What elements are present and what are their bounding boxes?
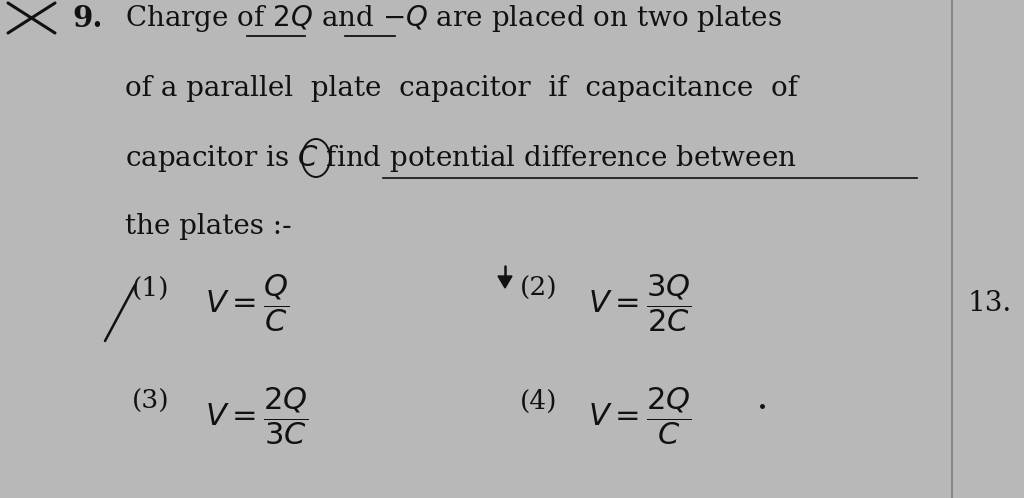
Text: (2): (2)	[520, 275, 558, 300]
Text: $V = \dfrac{2Q}{3C}$: $V = \dfrac{2Q}{3C}$	[205, 385, 308, 447]
Text: the plates :-: the plates :-	[125, 213, 292, 240]
Text: of a parallel  plate  capacitor  if  capacitance  of: of a parallel plate capacitor if capacit…	[125, 75, 798, 102]
Text: $V = \dfrac{2Q}{C}$: $V = \dfrac{2Q}{C}$	[588, 385, 692, 447]
Text: (3): (3)	[132, 388, 170, 413]
Text: $V = \dfrac{3Q}{2C}$: $V = \dfrac{3Q}{2C}$	[588, 272, 691, 334]
Text: 13.: 13.	[968, 289, 1013, 317]
Text: capacitor is $C$ find potential difference between: capacitor is $C$ find potential differen…	[125, 142, 797, 173]
Text: Charge of $2Q$ and $-Q$ are placed on two plates: Charge of $2Q$ and $-Q$ are placed on tw…	[125, 2, 782, 33]
Polygon shape	[498, 276, 512, 288]
Text: $V = \dfrac{Q}{C}$: $V = \dfrac{Q}{C}$	[205, 272, 290, 334]
Text: (4): (4)	[520, 388, 557, 413]
Text: (1): (1)	[132, 275, 170, 300]
Text: 9.: 9.	[72, 3, 102, 32]
